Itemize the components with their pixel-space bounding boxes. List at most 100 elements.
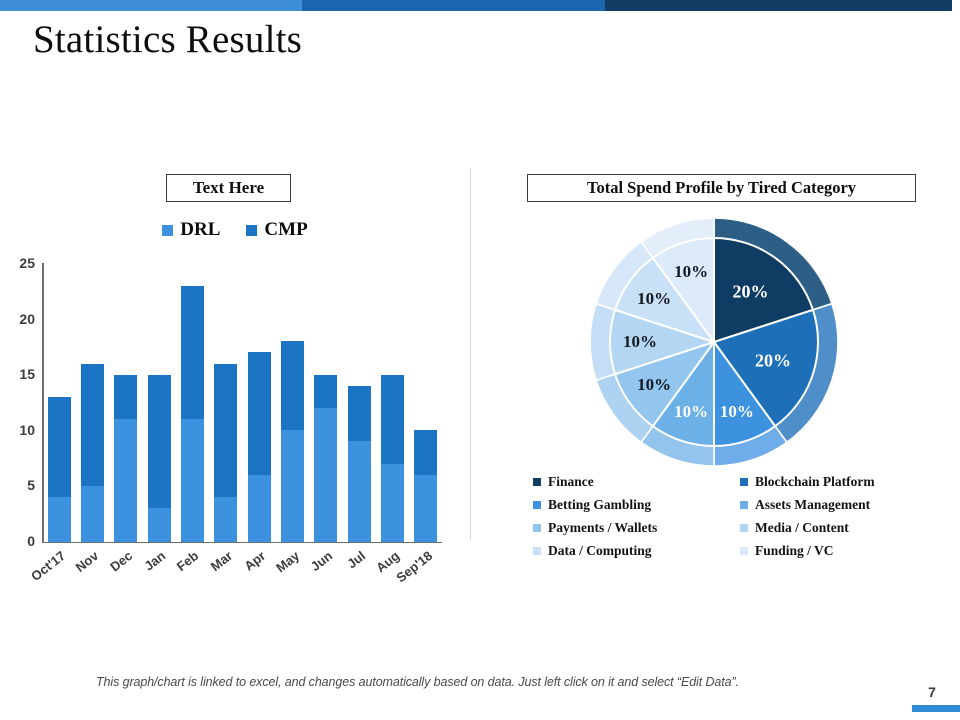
bar-segment-cmp xyxy=(281,341,305,431)
pie-legend-item[interactable]: Media / Content xyxy=(740,520,933,536)
bar-segment-cmp xyxy=(347,385,371,442)
bar-segment-drl xyxy=(381,463,405,542)
x-axis-tick-label: Feb xyxy=(174,547,202,574)
pie-slice[interactable] xyxy=(712,308,819,428)
pie-slice-value-label: 10% xyxy=(637,288,672,308)
pie-legend-item[interactable]: Finance xyxy=(533,474,740,490)
bar-series-group: Oct'17 Nov Dec Jan Feb Mar Apr May Jun Jul Aug Sep'… xyxy=(28,264,442,585)
pie-legend-swatch-icon xyxy=(533,500,541,509)
bar-column[interactable]: Sep'18 xyxy=(393,430,438,585)
pie-slice-value-label: 20% xyxy=(754,350,791,371)
bar-column[interactable]: Apr xyxy=(242,352,271,573)
bar-segment-cmp xyxy=(180,285,204,420)
pie-legend-label: Media / Content xyxy=(755,519,849,535)
page-number-rule xyxy=(912,705,960,712)
y-axis-tick-label: 0 xyxy=(27,533,35,549)
x-axis-tick-label: Sep'18 xyxy=(393,547,436,585)
footer-note: This graph/chart is linked to excel, and… xyxy=(96,675,739,689)
accent-segment-light xyxy=(0,0,302,11)
pie-chart-svg xyxy=(589,217,839,467)
pie-legend-swatch-icon xyxy=(740,477,748,486)
y-axis-line xyxy=(42,263,44,543)
pie-legend-item[interactable]: Payments / Wallets xyxy=(533,520,740,536)
bar-segment-drl xyxy=(47,497,71,542)
page-title: Statistics Results xyxy=(33,18,303,61)
pie-legend-label: Betting Gambling xyxy=(548,496,652,512)
bar-segment-cmp xyxy=(47,396,71,498)
bar-column[interactable]: Dec xyxy=(107,374,138,574)
pie-legend-label: Payments / Wallets xyxy=(548,519,658,535)
pie-legend-item[interactable]: Blockchain Platform xyxy=(740,474,933,490)
bar-segment-cmp xyxy=(414,430,438,475)
bar-column[interactable]: Nov xyxy=(73,363,104,574)
bar-column[interactable]: Oct'17 xyxy=(28,396,71,583)
x-axis-tick-label: Jun xyxy=(307,547,336,574)
bar-segment-drl xyxy=(214,497,238,542)
panel-divider xyxy=(470,168,471,540)
top-accent-bar xyxy=(0,0,960,11)
bar-column[interactable]: Jun xyxy=(308,374,338,574)
pie-slice-value-label: 10% xyxy=(674,261,709,281)
pie-legend-label: Funding / VC xyxy=(755,542,834,558)
x-axis-tick-label: Jan xyxy=(141,547,169,574)
pie-legend-label: Blockchain Platform xyxy=(755,473,875,489)
pie-legend-item[interactable]: Data / Computing xyxy=(533,543,740,559)
pie-chart: 20% 20% 10% 10% 10% 10% 10% 10% xyxy=(588,216,840,468)
pie-slice[interactable] xyxy=(713,236,815,344)
x-axis-tick-label: Apr xyxy=(241,547,269,574)
x-axis-tick-label: Mar xyxy=(207,547,236,574)
pie-legend-swatch-icon xyxy=(740,523,748,532)
y-axis-tick-label: 15 xyxy=(19,366,35,383)
accent-segment-mid xyxy=(302,0,605,11)
bar-segment-cmp xyxy=(314,374,338,409)
pie-legend-item[interactable]: Funding / VC xyxy=(740,543,933,559)
bar-chart: DRL CMP 0 5 10 15 20 25 Oct'17 Nov Dec Jan Feb Mar A… xyxy=(0,215,470,595)
y-axis-tick-label: 25 xyxy=(19,255,35,271)
x-axis-tick-label: Oct'17 xyxy=(28,547,69,584)
bar-segment-drl xyxy=(314,408,338,542)
x-axis-tick-label: Nov xyxy=(73,547,102,575)
pie-slice[interactable] xyxy=(651,236,715,346)
pie-legend-label: Data / Computing xyxy=(548,542,652,558)
y-axis-tick-label: 5 xyxy=(27,477,35,494)
bar-plot-area: 0 5 10 15 20 25 Oct'17 Nov Dec Jan Feb Mar Apr May Ju… xyxy=(19,255,442,585)
bar-legend-swatch-icon xyxy=(162,224,174,236)
bar-legend-swatch-icon xyxy=(246,224,258,236)
bar-segment-cmp xyxy=(381,374,405,464)
pie-legend-item[interactable]: Assets Management xyxy=(740,497,933,513)
bar-column[interactable]: Jan xyxy=(141,374,171,573)
pie-legend-item[interactable]: Betting Gambling xyxy=(533,497,740,513)
bar-chart-legend: DRL CMP xyxy=(0,215,470,245)
bar-column[interactable]: Jul xyxy=(344,385,371,571)
x-axis-tick-label: Dec xyxy=(106,547,135,575)
bar-column[interactable]: Mar xyxy=(208,363,238,574)
pie-legend-swatch-icon xyxy=(740,546,748,555)
bar-segment-drl xyxy=(180,419,204,542)
bar-segment-drl xyxy=(281,430,305,542)
bar-legend-item[interactable]: DRL xyxy=(162,219,220,241)
pie-legend-swatch-icon xyxy=(533,523,541,532)
accent-segment-dark xyxy=(605,0,952,11)
bar-column[interactable]: Aug xyxy=(373,374,405,575)
bar-segment-cmp xyxy=(80,363,104,486)
pie-legend-label: Assets Management xyxy=(755,496,871,512)
bar-legend-label: DRL xyxy=(180,219,221,240)
bar-legend-label: CMP xyxy=(264,219,308,240)
y-axis-tick-label: 10 xyxy=(19,421,35,438)
bar-column[interactable]: May xyxy=(273,341,305,575)
pie-slice-value-label: 10% xyxy=(637,375,672,395)
bar-segment-cmp xyxy=(147,374,171,509)
bar-chart-caption: Text Here xyxy=(166,174,291,202)
pie-slice-value-label: 10% xyxy=(623,332,657,351)
pie-legend-swatch-icon xyxy=(740,500,748,509)
pie-chart-caption: Total Spend Profile by Tired Category xyxy=(527,174,916,202)
bar-column[interactable]: Feb xyxy=(174,285,204,574)
bar-segment-drl xyxy=(80,485,104,542)
bar-legend-item[interactable]: CMP xyxy=(246,219,308,241)
bar-segment-drl xyxy=(147,508,171,542)
bar-segment-cmp xyxy=(214,363,238,498)
bar-segment-cmp xyxy=(247,352,271,475)
pie-slice-value-label: 10% xyxy=(719,402,754,422)
bar-segment-drl xyxy=(114,419,138,542)
bar-segment-cmp xyxy=(114,374,138,420)
